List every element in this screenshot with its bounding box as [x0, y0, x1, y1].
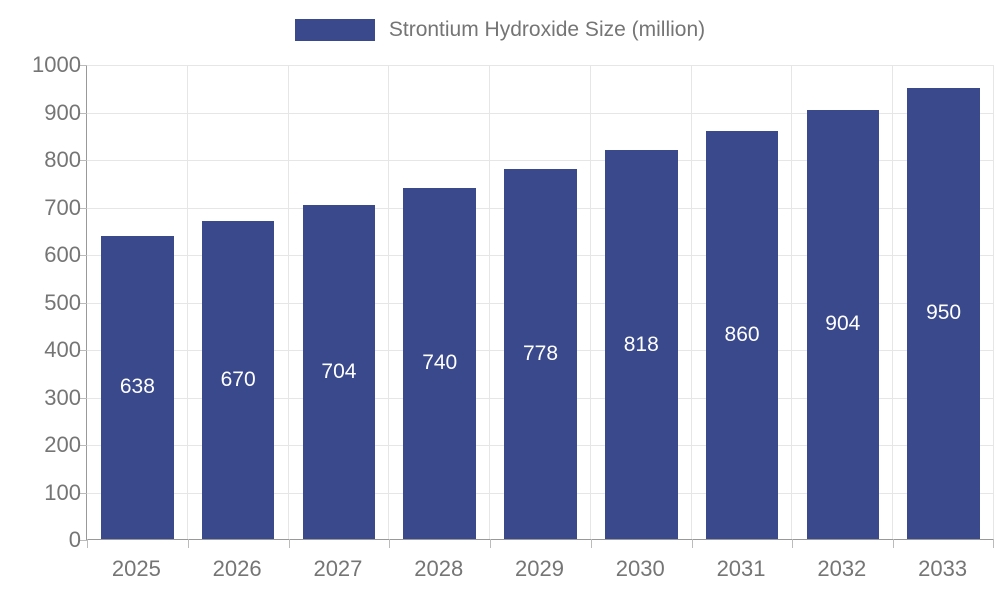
bar-value-label: 818 [623, 332, 659, 356]
y-axis-tick-label: 1000 [32, 52, 81, 77]
bar-2026: 670 [201, 220, 275, 539]
bar-2027: 704 [302, 204, 376, 539]
bar-value-label: 860 [724, 322, 760, 346]
bar-value-label: 704 [321, 359, 357, 383]
y-axis-tick [79, 540, 87, 541]
gridline-vertical [589, 65, 591, 539]
x-axis-tick [590, 539, 592, 548]
y-axis-tick-label: 400 [44, 337, 81, 362]
x-axis-tick [993, 539, 994, 548]
gridline-vertical [993, 65, 994, 539]
gridline-horizontal [87, 112, 993, 114]
y-axis-tick [79, 65, 87, 66]
x-axis-tick [691, 539, 693, 548]
x-axis-tick [187, 539, 189, 548]
bar-value-label: 950 [926, 301, 962, 325]
gridline-vertical [690, 65, 692, 539]
y-axis-tick-label: 300 [44, 384, 81, 410]
y-axis-tick [79, 445, 87, 446]
bar-value-label: 778 [522, 342, 559, 366]
x-axis-tick-label: 2031 [716, 556, 766, 581]
bar-2030: 818 [604, 150, 678, 539]
x-axis-tick-label: 2032 [817, 556, 867, 581]
y-axis-tick [79, 397, 87, 399]
y-axis-tick [79, 160, 87, 161]
bar-2031: 860 [705, 130, 779, 539]
gridline-vertical [388, 65, 390, 539]
y-axis-tick-label: 900 [44, 99, 81, 125]
bar-value-label: 670 [220, 367, 256, 391]
chart-legend: Strontium Hydroxide Size (million) [0, 18, 1000, 42]
bar-value-label: 904 [825, 312, 861, 336]
gridline-vertical [287, 65, 289, 539]
x-axis-tick [389, 539, 391, 548]
y-axis-tick-label: 600 [44, 242, 81, 267]
bar-2025: 638 [101, 235, 174, 539]
x-axis-tick-label: 2026 [212, 556, 262, 581]
gridline-horizontal [87, 160, 993, 161]
bar-2033: 950 [907, 87, 980, 539]
x-axis-tick-label: 2033 [918, 556, 968, 581]
y-axis-tick-label: 800 [44, 147, 81, 172]
x-axis-tick-label: 2030 [615, 556, 665, 581]
y-axis-tick [79, 112, 87, 114]
gridline-horizontal [87, 65, 993, 66]
y-axis-tick-label: 0 [68, 527, 81, 552]
y-axis-tick-label: 700 [44, 194, 81, 220]
y-axis-tick [79, 255, 87, 256]
bar-2032: 904 [806, 109, 880, 539]
bar-2028: 740 [403, 187, 476, 539]
x-axis-tick [893, 539, 895, 548]
x-axis-tick-label: 2029 [515, 556, 564, 581]
x-axis-tick-label: 2028 [414, 556, 464, 581]
y-axis-tick [79, 350, 87, 351]
x-axis-tick-label: 2027 [313, 556, 363, 581]
y-axis-tick-label: 500 [44, 289, 81, 315]
y-axis-tick [79, 207, 87, 209]
gridline-vertical [791, 65, 793, 539]
y-axis-tick [79, 302, 87, 304]
bar-value-label: 740 [422, 351, 458, 375]
legend-swatch [294, 19, 375, 41]
x-axis-tick-label: 2025 [111, 556, 161, 581]
bar-2029: 778 [504, 169, 577, 539]
bar-value-label: 638 [119, 375, 155, 399]
x-axis-tick [87, 539, 88, 548]
y-axis-tick-label: 200 [44, 432, 81, 457]
x-axis-tick [792, 539, 794, 548]
gridline-vertical [892, 65, 894, 539]
legend-label: Strontium Hydroxide Size (million) [388, 18, 706, 41]
y-axis-tick-label: 100 [44, 479, 81, 505]
y-axis-tick [79, 492, 87, 494]
x-axis-tick [288, 539, 290, 548]
x-axis-tick [490, 539, 492, 548]
gridline-vertical [489, 65, 491, 539]
plot-area: 638 670 704 740 778 818 860 904 950 [79, 65, 994, 548]
gridline-vertical [186, 65, 188, 539]
